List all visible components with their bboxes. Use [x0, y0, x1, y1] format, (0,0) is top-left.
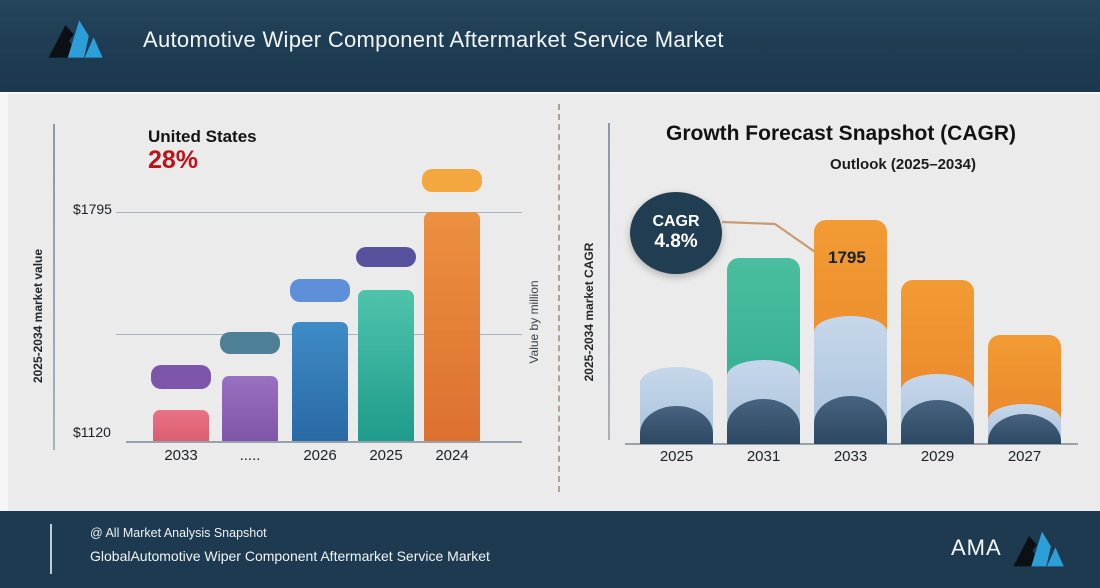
bar-2024 [424, 212, 480, 442]
x-label-2024: 2024 [435, 447, 469, 464]
bar-cap-2033 [151, 365, 211, 389]
x-label-2029: 2029 [920, 448, 955, 465]
left-tick-1120: $1120 [73, 424, 111, 440]
segment-base-2029 [901, 400, 974, 444]
footer-subtitle: GlobalAutomotive Wiper Component Afterma… [90, 548, 490, 564]
right-bars [640, 94, 1070, 444]
footer-brand-text: AMA [951, 535, 1002, 560]
right-y-axis-label: 2025-2034 market CAGR [582, 242, 596, 382]
bar-2025 [358, 290, 414, 442]
page-title: Automotive Wiper Component Aftermarket S… [143, 27, 724, 52]
x-label-2027: 2027 [1007, 448, 1042, 465]
left-y-axis-label: 2025-2034 market value [31, 248, 45, 384]
content-area: 2025-2034 market value $1795 $1120 Unite… [0, 92, 1100, 513]
left-bars [150, 94, 510, 442]
panel-divider [558, 104, 560, 492]
bar-cap-2026 [290, 279, 350, 302]
badge-connector-line [721, 220, 819, 255]
cagr-badge-label: CAGR [652, 213, 700, 230]
left-chart-highlight: 28% [148, 146, 199, 174]
cagr-badge: CAGR 4.8% [630, 192, 722, 274]
left-chart-title: United States [148, 127, 257, 146]
left-tick-1795: $1795 [73, 201, 112, 217]
value-by-million-label: Value by million [527, 280, 541, 364]
cagr-badge-value: 4.8% [654, 231, 698, 252]
right-x-labels: 2025 2031 2033 2029 2027 [640, 448, 1070, 470]
footer-credit: @ All Market Analysis Snapshot [90, 526, 267, 540]
x-label-2025: 2025 [659, 448, 694, 465]
footer [0, 511, 1100, 588]
right-y-axis-line [608, 123, 610, 440]
header: Automotive Wiper Component Aftermarket S… [0, 0, 1100, 92]
left-y-axis-line [53, 124, 55, 450]
x-label-2031: 2031 [746, 448, 781, 465]
x-label-2033: 2033 [164, 447, 198, 464]
segment-base-2033 [814, 396, 887, 444]
left-x-axis-line [126, 441, 522, 443]
left-x-labels: 2033..... 2026 2025 2024 [150, 447, 510, 469]
footer-divider-line [50, 524, 52, 574]
peak-value-annotation: 1795 [828, 248, 866, 267]
bar-2026 [292, 322, 348, 442]
bar-cap-..... [220, 332, 280, 354]
x-label-2026: 2026 [303, 447, 337, 464]
bar-..... [222, 376, 278, 442]
segment-base-2031 [727, 399, 800, 444]
ama-logo-icon [48, 20, 103, 58]
bar-2033 [153, 410, 209, 442]
bar-cap-2025 [356, 247, 416, 267]
right-chart-title: Growth Forecast Snapshot (CAGR) [665, 122, 1017, 145]
x-label-2033: 2033 [833, 448, 868, 465]
footer-ama-logo-icon [1013, 531, 1064, 567]
left-edge-strip [0, 94, 8, 513]
segment-base-2025 [640, 406, 713, 444]
x-label-2025: 2025 [369, 447, 403, 464]
left-gridline-top [116, 212, 522, 213]
x-label-.....: ..... [239, 447, 261, 464]
right-chart-subtitle: Outlook (2025–2034) [830, 156, 976, 173]
bar-cap-2024 [422, 169, 482, 192]
